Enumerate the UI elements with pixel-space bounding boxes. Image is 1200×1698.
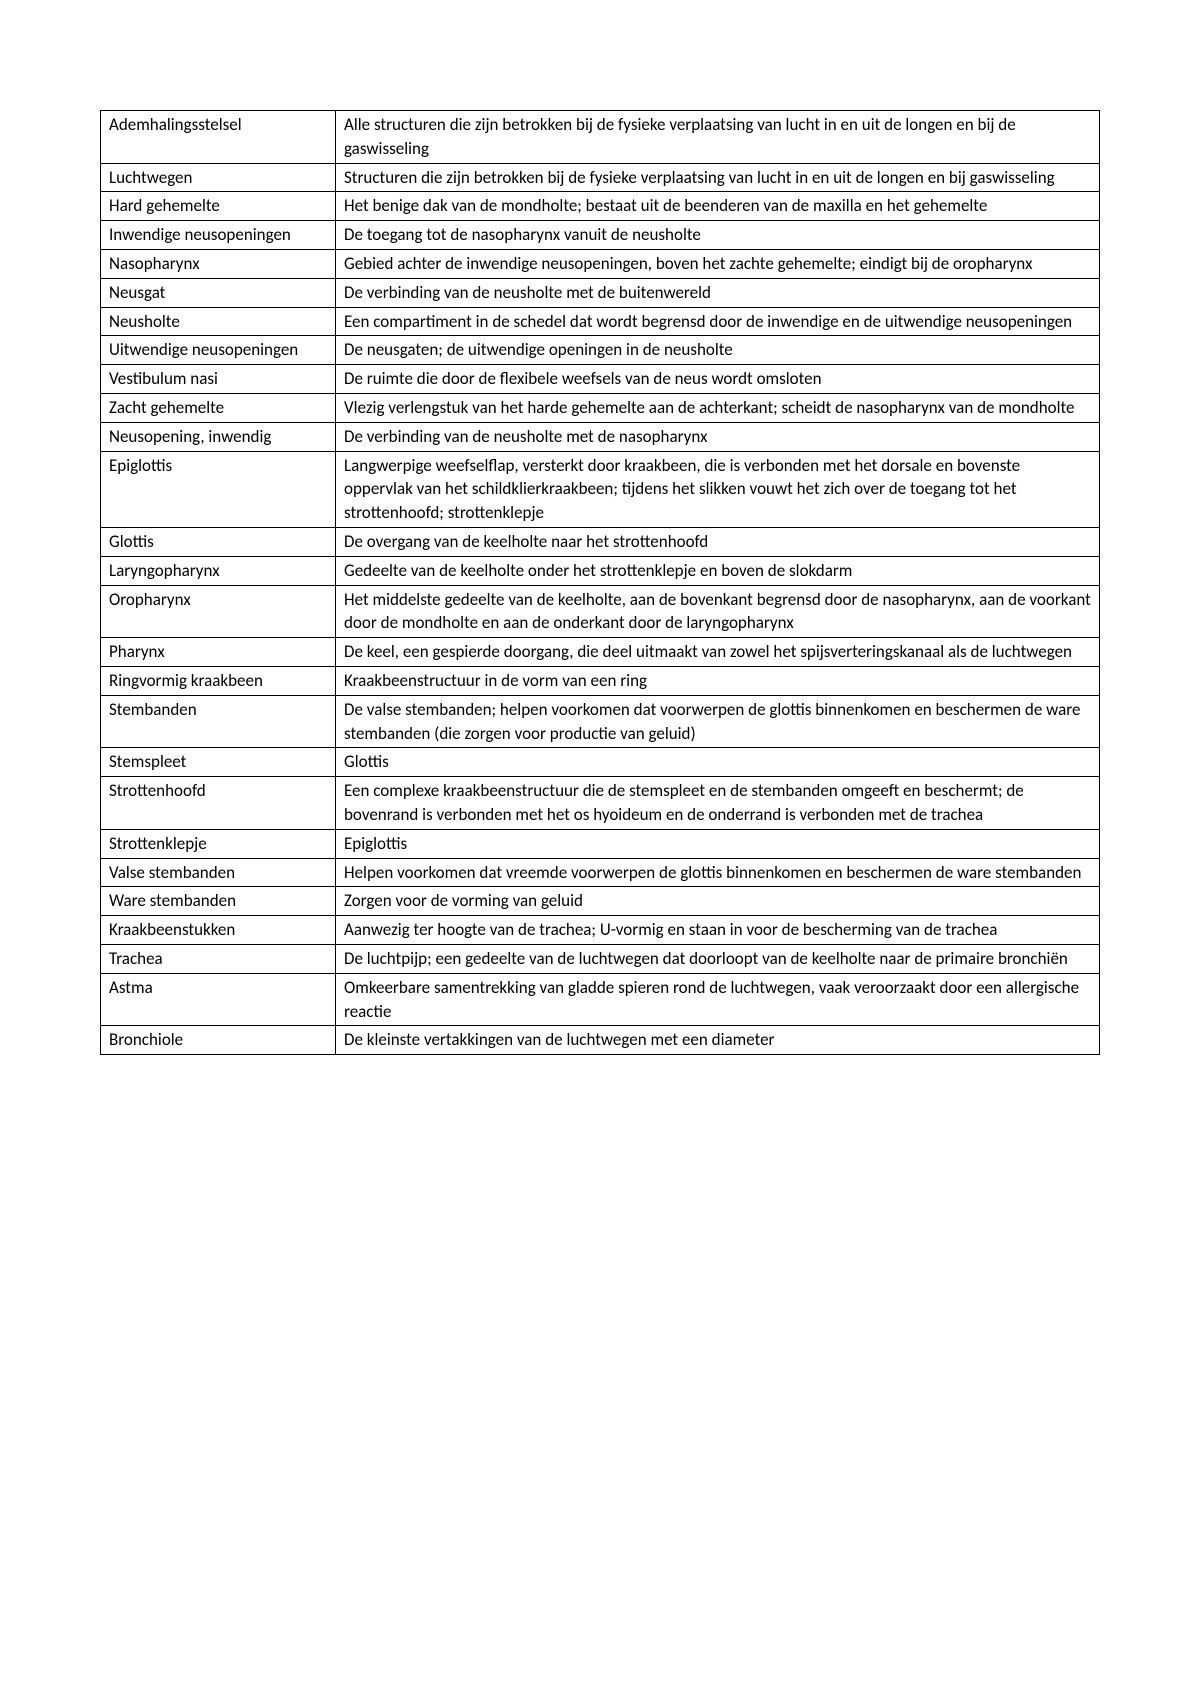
definition-cell: Een compartiment in de schedel dat wordt… xyxy=(336,307,1100,336)
table-row: PharynxDe keel, een gespierde doorgang, … xyxy=(101,638,1100,667)
term-cell: Ademhalingsstelsel xyxy=(101,111,336,164)
definition-cell: De luchtpijp; een gedeelte van de luchtw… xyxy=(336,944,1100,973)
term-cell: Stembanden xyxy=(101,695,336,748)
term-cell: Luchtwegen xyxy=(101,163,336,192)
definition-cell: Glottis xyxy=(336,748,1100,777)
table-body: AdemhalingsstelselAlle structuren die zi… xyxy=(101,111,1100,1055)
definition-cell: Gebied achter de inwendige neusopeningen… xyxy=(336,249,1100,278)
definition-cell: Kraakbeenstructuur in de vorm van een ri… xyxy=(336,666,1100,695)
table-row: Vestibulum nasiDe ruimte die door de fle… xyxy=(101,365,1100,394)
term-cell: Inwendige neusopeningen xyxy=(101,221,336,250)
term-cell: Neusgat xyxy=(101,278,336,307)
definition-cell: Een complexe kraakbeenstructuur die de s… xyxy=(336,777,1100,830)
term-cell: Trachea xyxy=(101,944,336,973)
term-cell: Uitwendige neusopeningen xyxy=(101,336,336,365)
definition-cell: De verbinding van de neusholte met de bu… xyxy=(336,278,1100,307)
definition-cell: De kleinste vertakkingen van de luchtweg… xyxy=(336,1026,1100,1055)
table-row: NeusgatDe verbinding van de neusholte me… xyxy=(101,278,1100,307)
table-row: TracheaDe luchtpijp; een gedeelte van de… xyxy=(101,944,1100,973)
table-row: AdemhalingsstelselAlle structuren die zi… xyxy=(101,111,1100,164)
table-row: LaryngopharynxGedeelte van de keelholte … xyxy=(101,556,1100,585)
term-cell: Zacht gehemelte xyxy=(101,393,336,422)
definition-cell: De overgang van de keelholte naar het st… xyxy=(336,527,1100,556)
definition-cell: Structuren die zijn betrokken bij de fys… xyxy=(336,163,1100,192)
definition-cell: Alle structuren die zijn betrokken bij d… xyxy=(336,111,1100,164)
definition-cell: Het benige dak van de mondholte; bestaat… xyxy=(336,192,1100,221)
term-cell: Laryngopharynx xyxy=(101,556,336,585)
term-cell: Strottenhoofd xyxy=(101,777,336,830)
term-cell: Hard gehemelte xyxy=(101,192,336,221)
table-row: AstmaOmkeerbare samentrekking van gladde… xyxy=(101,973,1100,1026)
term-cell: Ware stembanden xyxy=(101,887,336,916)
term-cell: Neusopening, inwendig xyxy=(101,422,336,451)
glossary-table: AdemhalingsstelselAlle structuren die zi… xyxy=(100,110,1100,1055)
definition-cell: De keel, een gespierde doorgang, die dee… xyxy=(336,638,1100,667)
definition-cell: De valse stembanden; helpen voorkomen da… xyxy=(336,695,1100,748)
table-row: StemspleetGlottis xyxy=(101,748,1100,777)
term-cell: Epiglottis xyxy=(101,451,336,527)
term-cell: Pharynx xyxy=(101,638,336,667)
definition-cell: De neusgaten; de uitwendige openingen in… xyxy=(336,336,1100,365)
table-row: NasopharynxGebied achter de inwendige ne… xyxy=(101,249,1100,278)
table-row: KraakbeenstukkenAanwezig ter hoogte van … xyxy=(101,916,1100,945)
table-row: Hard gehemelteHet benige dak van de mond… xyxy=(101,192,1100,221)
definition-cell: De toegang tot de nasopharynx vanuit de … xyxy=(336,221,1100,250)
definition-cell: Het middelste gedeelte van de keelholte,… xyxy=(336,585,1100,638)
term-cell: Glottis xyxy=(101,527,336,556)
table-row: StrottenhoofdEen complexe kraakbeenstruc… xyxy=(101,777,1100,830)
definition-cell: Vlezig verlengstuk van het harde gehemel… xyxy=(336,393,1100,422)
table-row: Inwendige neusopeningenDe toegang tot de… xyxy=(101,221,1100,250)
term-cell: Stemspleet xyxy=(101,748,336,777)
definition-cell: De ruimte die door de flexibele weefsels… xyxy=(336,365,1100,394)
definition-cell: Aanwezig ter hoogte van de trachea; U-vo… xyxy=(336,916,1100,945)
table-row: EpiglottisLangwerpige weefselflap, verst… xyxy=(101,451,1100,527)
table-row: LuchtwegenStructuren die zijn betrokken … xyxy=(101,163,1100,192)
table-row: Ware stembandenZorgen voor de vorming va… xyxy=(101,887,1100,916)
table-row: Valse stembandenHelpen voorkomen dat vre… xyxy=(101,858,1100,887)
term-cell: Nasopharynx xyxy=(101,249,336,278)
definition-cell: Zorgen voor de vorming van geluid xyxy=(336,887,1100,916)
definition-cell: Epiglottis xyxy=(336,829,1100,858)
definition-cell: De verbinding van de neusholte met de na… xyxy=(336,422,1100,451)
term-cell: Bronchiole xyxy=(101,1026,336,1055)
term-cell: Neusholte xyxy=(101,307,336,336)
term-cell: Valse stembanden xyxy=(101,858,336,887)
term-cell: Ringvormig kraakbeen xyxy=(101,666,336,695)
definition-cell: Gedeelte van de keelholte onder het stro… xyxy=(336,556,1100,585)
term-cell: Vestibulum nasi xyxy=(101,365,336,394)
table-row: BronchioleDe kleinste vertakkingen van d… xyxy=(101,1026,1100,1055)
table-row: Uitwendige neusopeningenDe neusgaten; de… xyxy=(101,336,1100,365)
table-row: Neusopening, inwendigDe verbinding van d… xyxy=(101,422,1100,451)
term-cell: Kraakbeenstukken xyxy=(101,916,336,945)
term-cell: Astma xyxy=(101,973,336,1026)
table-row: OropharynxHet middelste gedeelte van de … xyxy=(101,585,1100,638)
table-row: Zacht gehemelteVlezig verlengstuk van he… xyxy=(101,393,1100,422)
table-row: GlottisDe overgang van de keelholte naar… xyxy=(101,527,1100,556)
term-cell: Strottenklepje xyxy=(101,829,336,858)
table-row: StembandenDe valse stembanden; helpen vo… xyxy=(101,695,1100,748)
definition-cell: Omkeerbare samentrekking van gladde spie… xyxy=(336,973,1100,1026)
definition-cell: Helpen voorkomen dat vreemde voorwerpen … xyxy=(336,858,1100,887)
term-cell: Oropharynx xyxy=(101,585,336,638)
table-row: NeusholteEen compartiment in de schedel … xyxy=(101,307,1100,336)
table-row: Ringvormig kraakbeenKraakbeenstructuur i… xyxy=(101,666,1100,695)
table-row: StrottenklepjeEpiglottis xyxy=(101,829,1100,858)
definition-cell: Langwerpige weefselflap, versterkt door … xyxy=(336,451,1100,527)
